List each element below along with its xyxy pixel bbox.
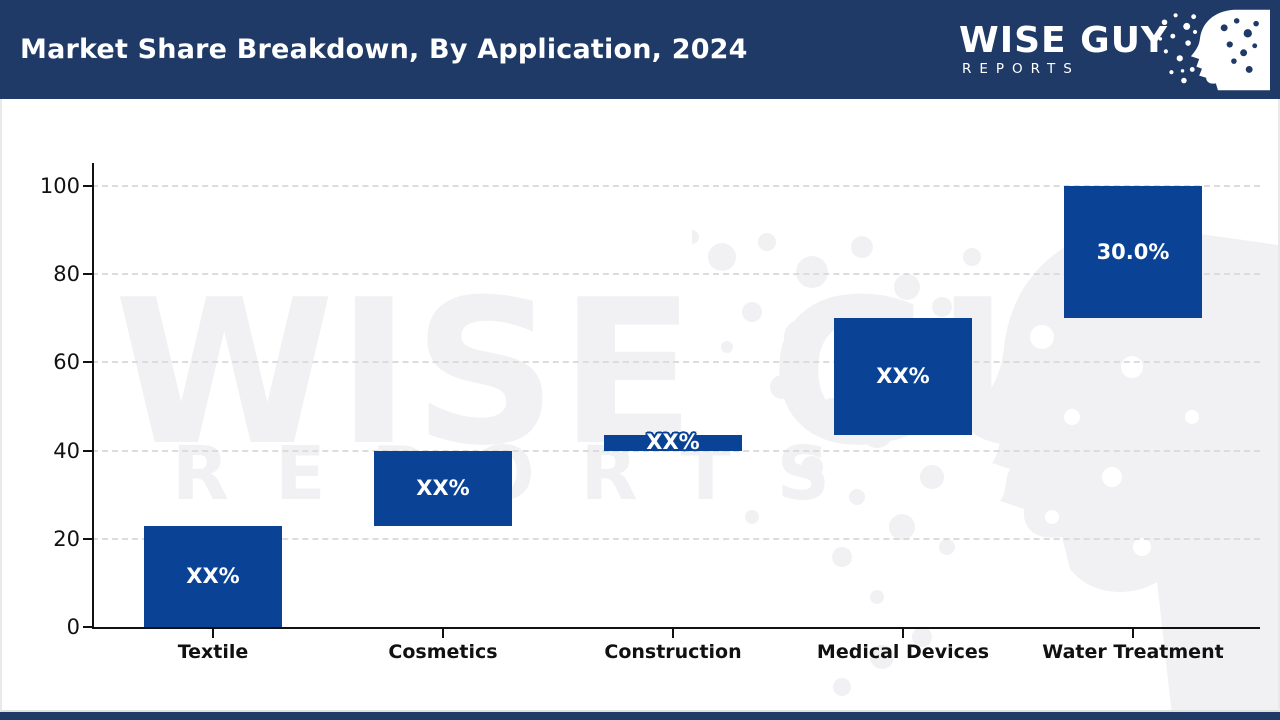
brand-logo-text: WISE GUY REPORTS — [959, 23, 1168, 77]
ytick-label-0: 0 — [66, 615, 80, 639]
bar-cosmetics: XX% — [374, 450, 512, 526]
x-axis-line — [92, 627, 1260, 629]
bar-value-label: XX% — [416, 475, 470, 500]
gridline-y80 — [92, 273, 1260, 276]
ytick-label-80: 80 — [53, 262, 80, 287]
brand-subtitle: REPORTS — [961, 61, 1080, 78]
ytick-label-100: 100 — [39, 174, 80, 198]
brand-name: WISE GUY — [958, 20, 1168, 62]
gridline-y60 — [92, 361, 1260, 364]
bar-value-label: XX% — [646, 430, 700, 455]
brand-logo: WISE GUY REPORTS — [959, 6, 1270, 94]
xtick-mark-1 — [442, 629, 444, 638]
bar-medical-devices: XX% — [834, 318, 972, 436]
brand-face-icon — [1158, 9, 1270, 91]
ytick-mark-20 — [83, 537, 92, 540]
ytick-mark-100 — [83, 185, 92, 187]
ytick-mark-40 — [83, 449, 92, 452]
bar-value-label: 30.0% — [1096, 239, 1170, 264]
footer-bar — [0, 712, 1280, 720]
ytick-label-20: 20 — [53, 526, 80, 551]
ytick-mark-0 — [83, 626, 92, 628]
ytick-label-40: 40 — [53, 438, 80, 463]
category-label-1: Cosmetics — [388, 641, 498, 663]
bar-textile: XX% — [144, 525, 282, 627]
bar-construction: XX% — [604, 430, 742, 455]
ytick-label-60: 60 — [53, 350, 80, 375]
plot: 0 20 40 60 80 100 XX% Textile XX% Cosmetics XX% Con… — [2, 99, 1278, 710]
xtick-mark-0 — [212, 629, 214, 638]
ytick-mark-80 — [83, 273, 92, 276]
page-title: Market Share Breakdown, By Application, … — [20, 34, 748, 65]
gridline-y40 — [92, 449, 1260, 452]
category-label-4: Water Treatment — [1042, 641, 1224, 663]
bar-value-label: XX% — [876, 364, 930, 389]
xtick-mark-4 — [1132, 629, 1134, 638]
chart-area: WISE GU REPORTS 0 20 — [0, 99, 1280, 712]
xtick-mark-2 — [672, 629, 674, 638]
header: Market Share Breakdown, By Application, … — [0, 0, 1280, 99]
gridline-y20 — [92, 537, 1260, 540]
bar-water-treatment: 30.0% — [1064, 186, 1202, 319]
y-axis-line — [92, 163, 94, 629]
bar-value-label: XX% — [186, 563, 240, 588]
watermark-face — [692, 225, 1278, 710]
category-label-2: Construction — [604, 641, 742, 663]
category-label-3: Medical Devices — [816, 641, 990, 663]
ytick-mark-60 — [83, 361, 92, 364]
xtick-mark-3 — [902, 629, 904, 638]
category-label-0: Textile — [177, 641, 249, 663]
gridline-y100 — [92, 185, 1260, 187]
